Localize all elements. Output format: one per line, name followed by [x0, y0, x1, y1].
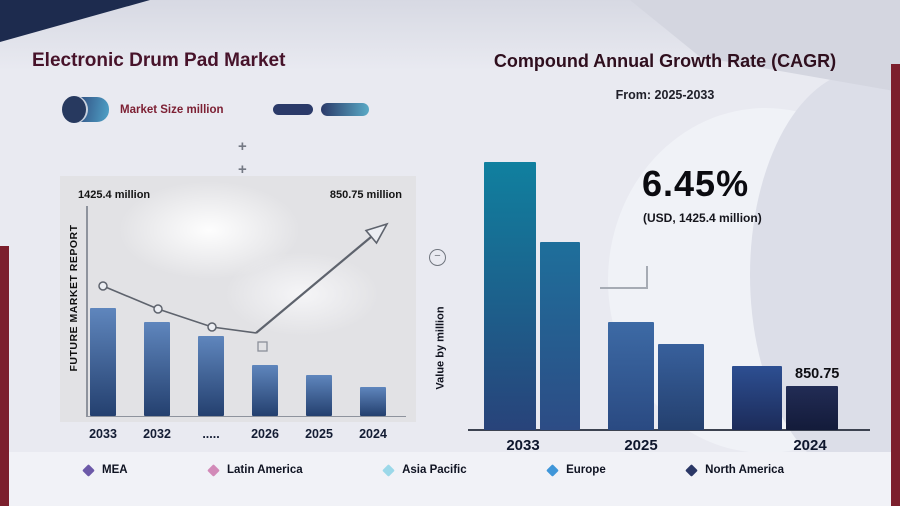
left-x-labels: 2033 2032..... 2026 2025 2024 [76, 427, 400, 441]
cylinder-face-shape [62, 96, 86, 123]
right-bars [484, 160, 864, 430]
right-edge-bar [891, 64, 900, 506]
left-bars [90, 307, 386, 416]
trend-arrow-line [98, 222, 389, 352]
pill-gradient-shape [321, 103, 369, 116]
top-right-gray-shape [630, 0, 900, 92]
diamond-icon [207, 463, 220, 477]
step-line-shape [600, 287, 648, 289]
right-y-axis-label: Value by million [434, 306, 447, 390]
right-bar-2033-2 [540, 242, 580, 430]
corner-triangle-shape [0, 0, 150, 42]
diamond-icon [685, 463, 699, 477]
value-label-right: 850.75 million [329, 189, 402, 201]
right-bar-2025-1 [608, 322, 654, 430]
circle-minus-icon: − [429, 249, 446, 266]
left-y-axis-line [86, 206, 88, 417]
cagr-value: 6.45% [642, 163, 750, 204]
cagr-basis: (USD, 1425.4 million) [643, 211, 762, 225]
legend-item-mea: MEA [82, 463, 128, 477]
market-size-legend: Market Size million [62, 96, 224, 123]
right-bar-2024-2 [786, 386, 838, 430]
legend-label: Europe [566, 464, 606, 476]
left-x-label: 2026 [251, 427, 279, 441]
left-x-axis-line [86, 415, 406, 417]
left-chart-title: Electronic Drum Pad Market [32, 50, 286, 71]
left-x-label: 2024 [359, 427, 387, 441]
left-x-label: 2033 [89, 427, 117, 441]
legend-label: Asia Pacific [402, 464, 467, 476]
plus-icon: + [238, 161, 247, 178]
left-edge-bar [0, 246, 9, 506]
cylinder-icon [62, 96, 109, 123]
left-x-label: 2032 [143, 427, 171, 441]
right-chart-title: Compound Annual Growth Rate (CAGR) [493, 51, 837, 71]
pill-decor [273, 103, 369, 116]
right-chart-subtitle: From: 2025-2033 [615, 88, 715, 102]
legend-item-asia-pacific: Asia Pacific [382, 463, 467, 477]
legend-label: MEA [102, 464, 128, 476]
left-bar-..... [198, 335, 224, 416]
left-bar-2025 [306, 374, 332, 416]
legend-item-europe: Europe [546, 463, 606, 477]
legend-label: Latin America [227, 464, 303, 476]
right-x-label: 2024 [793, 437, 827, 454]
diamond-icon [546, 463, 559, 477]
legend-label: North America [705, 464, 784, 476]
value-callout: 850.75 [795, 366, 840, 382]
left-bar-2032 [144, 321, 170, 416]
left-bar-2024 [360, 386, 386, 416]
right-bar-2025-2 [658, 344, 704, 430]
right-bar-group-2024 [732, 366, 838, 430]
right-x-label: 2033 [506, 437, 540, 454]
market-chart-panel: 1425.4 million 850.75 million FUTURE MAR… [60, 176, 416, 422]
right-bar-2033-1 [484, 162, 536, 430]
bottom-strip [9, 452, 891, 506]
left-x-label: 2025 [305, 427, 333, 441]
right-x-label: 2025 [624, 437, 658, 454]
value-label-left: 1425.4 million [78, 189, 151, 201]
footer-legend: MEA Latin America Asia Pacific Europe North … [82, 463, 784, 477]
right-bar-group-2025 [608, 322, 704, 430]
left-x-label: ..... [202, 427, 220, 441]
plus-icon: + [238, 138, 247, 155]
right-bar-group-2033 [484, 162, 580, 430]
market-size-legend-label: Market Size million [120, 103, 224, 116]
diamond-icon [382, 463, 395, 477]
pill-dark-shape [273, 104, 313, 115]
left-bar-2026 [252, 364, 278, 416]
right-bar-2024-1 [732, 366, 782, 430]
legend-item-north-america: North America [685, 463, 784, 477]
diamond-icon [82, 463, 95, 477]
step-line-shape [646, 266, 648, 288]
left-bar-2033 [90, 307, 116, 416]
right-x-axis-line [468, 429, 870, 431]
legend-item-latin-america: Latin America [207, 463, 303, 477]
